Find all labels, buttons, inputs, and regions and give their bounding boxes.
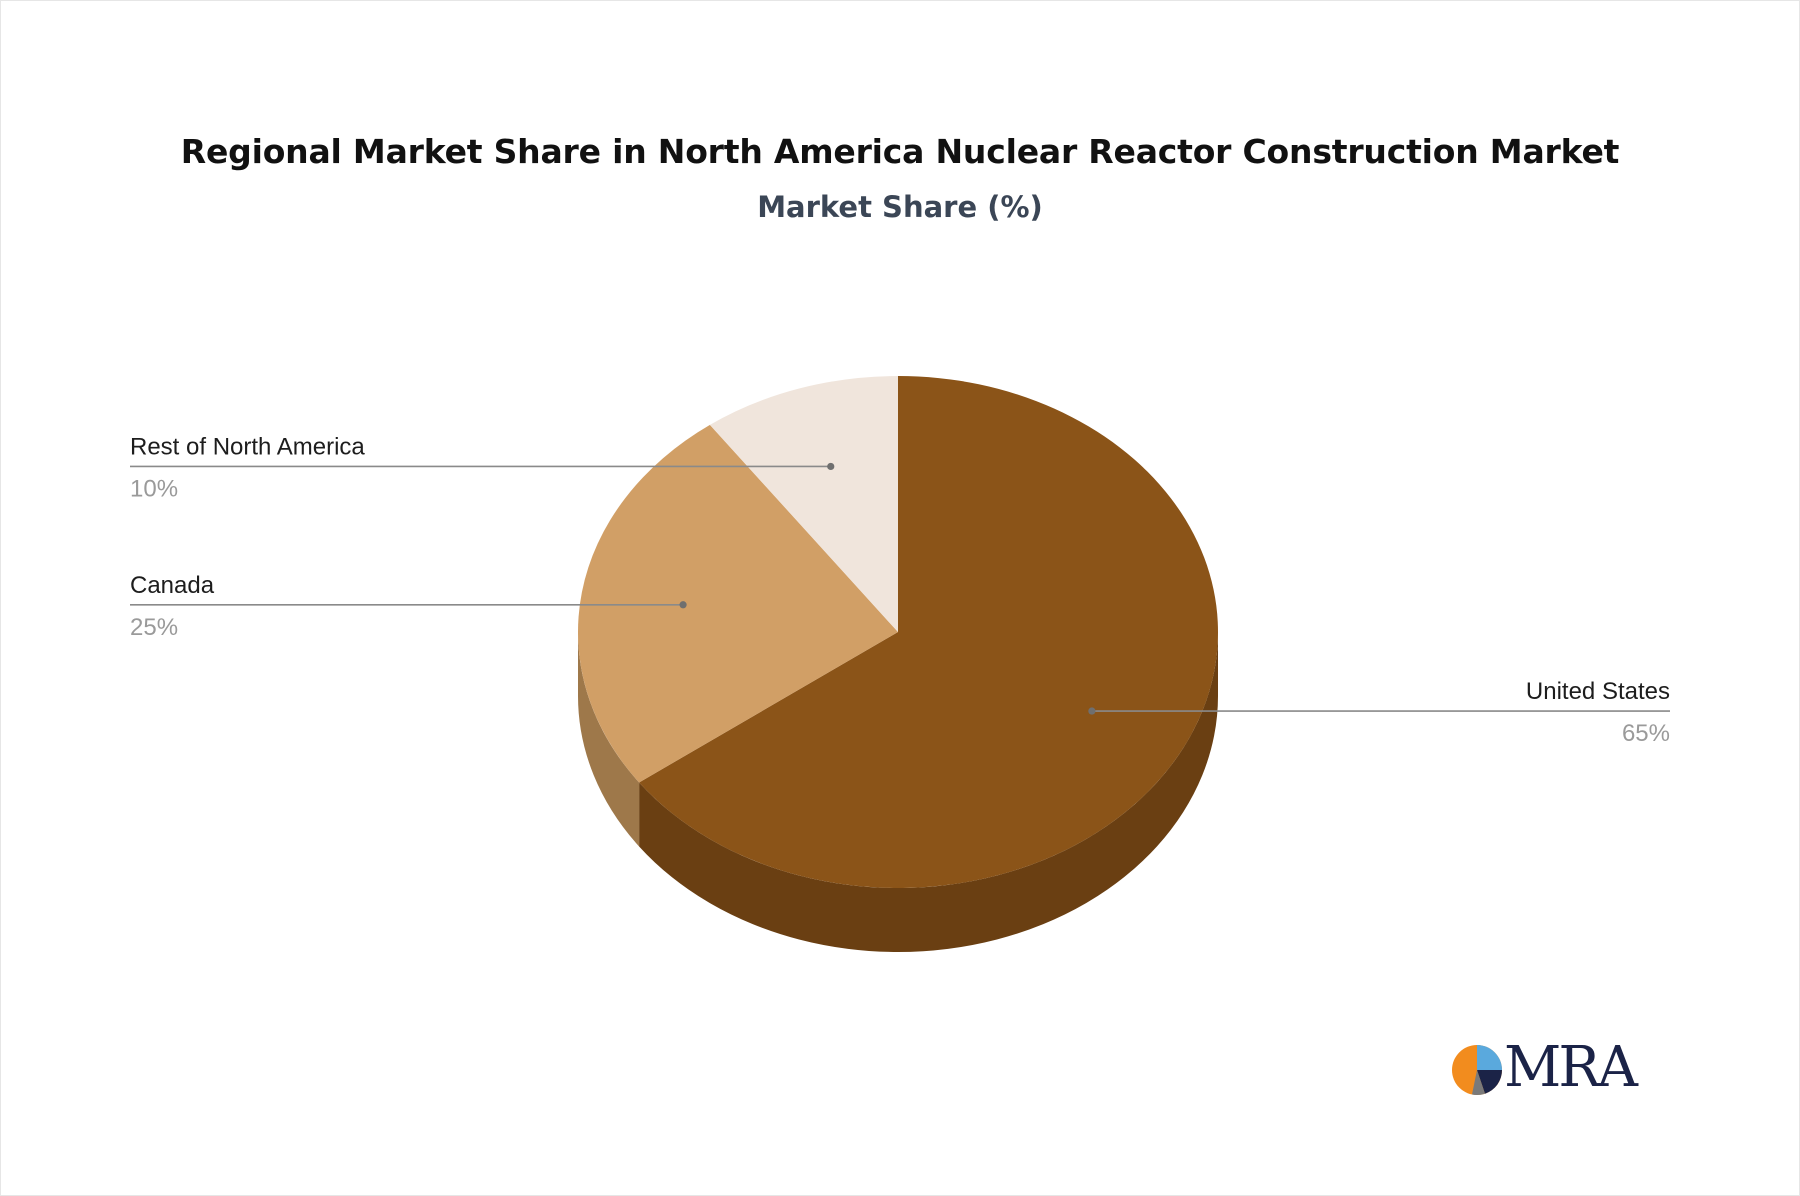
slice-value-1: 25% [130, 614, 178, 641]
leader-dot-2 [827, 462, 835, 471]
slice-label-0: United States [1526, 678, 1670, 705]
slice-label-2: Rest of North America [130, 433, 365, 460]
slice-value-2: 10% [130, 475, 178, 502]
logo-mark-icon [1452, 1045, 1502, 1096]
pie-side-1 [578, 632, 640, 847]
pie-slice-2 [709, 376, 898, 632]
logo-text: MRA [1504, 1035, 1638, 1100]
pie-side-0 [639, 632, 1218, 952]
chart-subtitle: Market Share (%) [757, 190, 1043, 224]
pie-label-group-2: Rest of North America 10% [130, 433, 835, 502]
pie-slice-0 [639, 376, 1218, 889]
pie-tops [578, 376, 1218, 889]
slice-label-1: Canada [130, 572, 215, 599]
pie-slice-1 [578, 424, 898, 783]
pie-label-group-1: Canada 25% [130, 572, 687, 641]
leader-dot-0 [1088, 707, 1096, 715]
chart-title: Regional Market Share in North America N… [180, 132, 1620, 171]
leader-dot-1 [679, 601, 687, 609]
slice-value-0: 65% [1622, 720, 1670, 747]
brand-logo: MRA [1450, 1035, 1640, 1100]
pie-sides [578, 632, 1218, 952]
pie-label-group-0: United States 65% [1088, 678, 1670, 747]
pie-labels: United States 65% Canada 25% Rest of North A… [130, 433, 1670, 747]
